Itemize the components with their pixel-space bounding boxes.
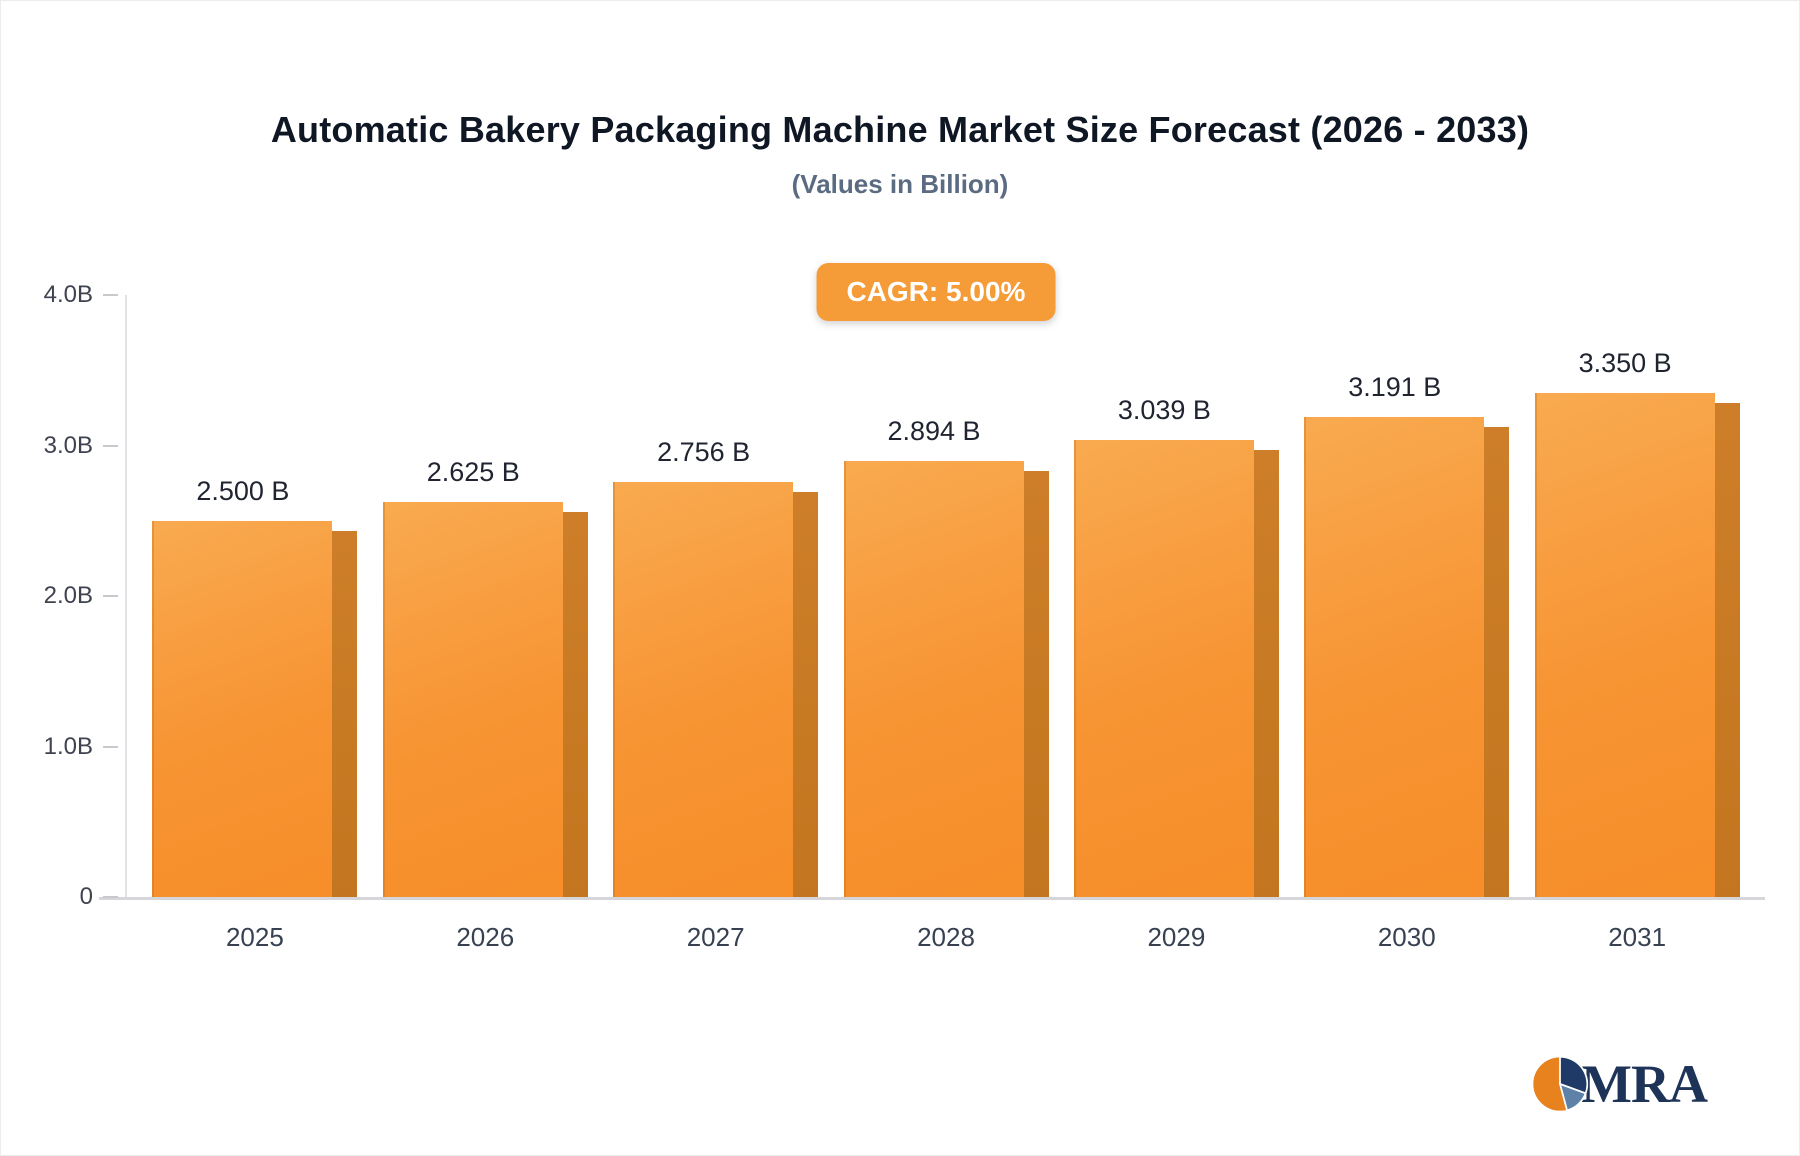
mra-logo: MRA: [1531, 1054, 1708, 1114]
bar: [382, 502, 563, 897]
x-axis-category-label: 2031: [1608, 922, 1667, 952]
y-axis-tick-mark: [103, 444, 118, 447]
chart-subtitle: (Values in Billion): [791, 169, 1009, 199]
x-axis-category-label: 2029: [1147, 922, 1206, 952]
y-axis-tick-label: 3.0B: [43, 431, 93, 459]
bar-value-label: 2.625 B: [426, 457, 520, 487]
bar-value-label: 3.350 B: [1578, 348, 1672, 378]
bar-side-3d: [332, 531, 358, 897]
bars-container: 2.500 B 2025 2.625 B 2026 2.756 B 2027 2.894 B…: [127, 295, 1765, 952]
chart-title: Automatic Bakery Packaging Machine Marke…: [270, 109, 1530, 150]
bar: [613, 482, 794, 897]
bar-value-label: 2.756 B: [657, 437, 751, 467]
bar-group: 3.191 B 2030: [1304, 295, 1510, 952]
x-axis-category-label: 2028: [917, 922, 975, 952]
bar-side-3d: [1484, 427, 1510, 897]
bar-group: 2.756 B 2027: [613, 295, 819, 952]
y-axis-tick-label: 1.0B: [43, 732, 93, 760]
bar-group: 2.625 B 2026: [382, 295, 588, 952]
y-axis-tick-label: 2.0B: [43, 582, 93, 609]
bar-side-3d: [562, 512, 588, 897]
bar-group: 3.350 B 2031: [1534, 295, 1740, 952]
cagr-badge: CAGR: 5.00%: [816, 263, 1056, 321]
bar: [152, 521, 333, 897]
y-axis-tick-mark: [103, 294, 118, 296]
y-axis-tick-mark: [103, 745, 118, 748]
plot-area: 2.500 B 2025 2.625 B 2026 2.756 B 2027 2.894 B…: [44, 281, 1765, 952]
bar: [1304, 417, 1485, 897]
y-axis-tick-mark: [103, 595, 118, 597]
x-axis-category-label: 2030: [1377, 922, 1436, 952]
bar: [1073, 440, 1254, 897]
bar-value-label: 2.894 B: [887, 416, 981, 446]
y-axis-tick-label: 0: [79, 883, 93, 910]
bar-side-3d: [1253, 450, 1279, 897]
bar-value-label: 3.191 B: [1348, 372, 1442, 402]
mra-logo-text: MRA: [1581, 1054, 1708, 1114]
x-axis-category-label: 2026: [456, 922, 515, 952]
y-axis-tick-label: 4.0B: [43, 281, 93, 308]
bar-group: 2.894 B 2028: [843, 295, 1049, 952]
bar-value-label: 2.500 B: [196, 476, 290, 506]
bar-group: 3.039 B 2029: [1073, 295, 1279, 952]
bar-side-3d: [1714, 403, 1740, 897]
bar: [1534, 393, 1715, 897]
bar-side-3d: [1023, 471, 1049, 897]
x-axis-line: [99, 897, 1765, 900]
bar-side-3d: [793, 492, 819, 897]
y-axis-tick-mark: [103, 896, 118, 898]
bar: [843, 461, 1024, 897]
bar-group: 2.500 B 2025: [152, 295, 358, 952]
bar-value-label: 3.039 B: [1117, 395, 1211, 425]
x-axis-category-label: 2025: [225, 922, 284, 952]
mra-pie-icon: [1532, 1055, 1589, 1112]
x-axis-category-label: 2027: [686, 922, 745, 952]
